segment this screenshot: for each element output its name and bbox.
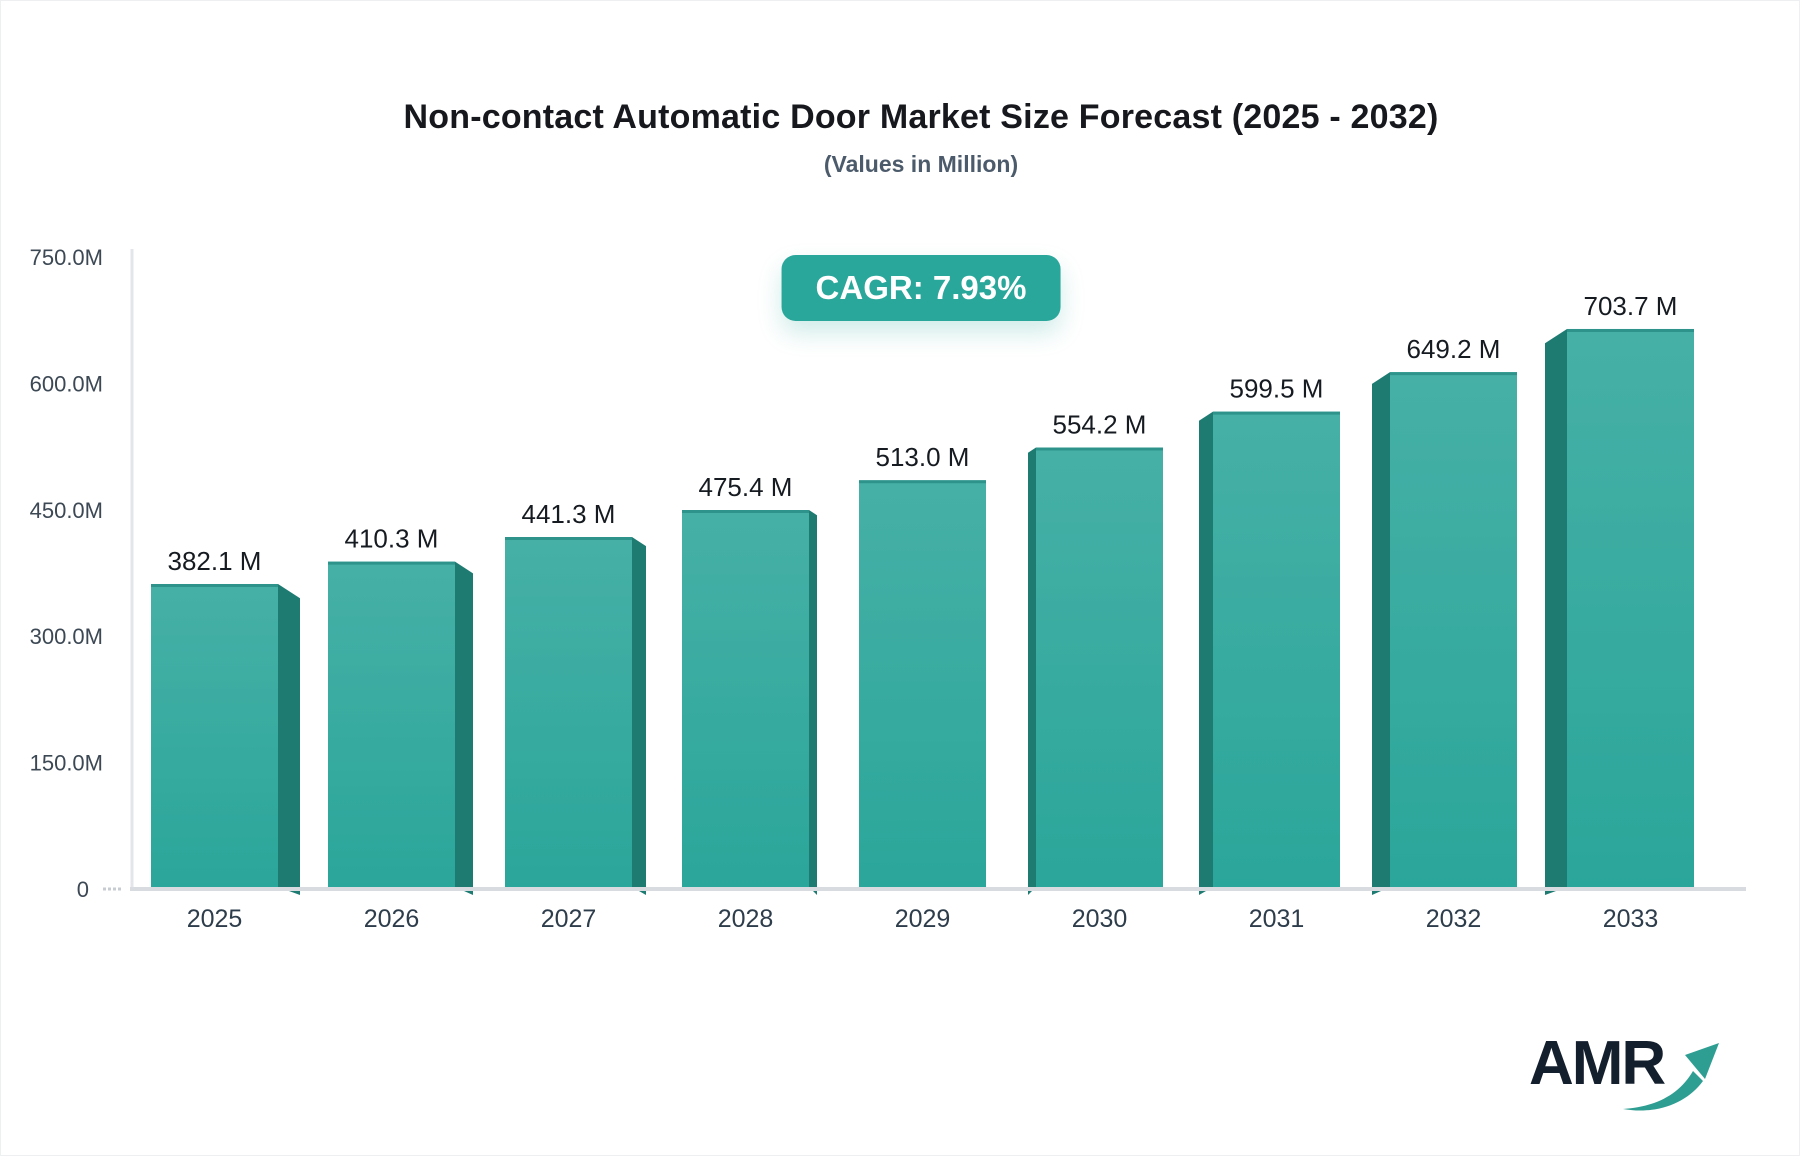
bar-2026[interactable]: 410.3 M 2026 <box>328 524 473 933</box>
bar-side-face <box>809 510 817 895</box>
bar-2028[interactable]: 475.4 M 2028 <box>682 472 817 933</box>
bar-value-label: 554.2 M <box>1053 410 1147 440</box>
chart-subtitle: (Values in Million) <box>823 151 1019 177</box>
x-axis-label: 2026 <box>364 905 420 933</box>
bar-value-label: 703.7 M <box>1584 291 1678 321</box>
bar-value-label: 410.3 M <box>345 524 439 554</box>
x-axis-label: 2028 <box>718 905 774 933</box>
bar-2027[interactable]: 441.3 M 2027 <box>505 499 646 933</box>
x-axis-label: 2027 <box>541 905 597 933</box>
bar-front-face[interactable] <box>1036 447 1163 887</box>
y-axis-tick-label: 600.0M <box>30 371 103 396</box>
bar-side-face <box>1199 411 1213 895</box>
bar-value-label: 382.1 M <box>168 546 262 576</box>
cagr-badge: CAGR: 7.93% <box>781 255 1061 321</box>
bar-2029[interactable]: 513.0 M 2029 <box>859 442 986 933</box>
y-axis-tick-label: 300.0M <box>30 624 103 649</box>
x-axis-label: 2030 <box>1072 905 1128 933</box>
amr-logo-text: AMR <box>1529 1029 1666 1098</box>
chart-title: Non-contact Automatic Door Market Size F… <box>403 98 1439 136</box>
bar-value-label: 649.2 M <box>1407 334 1501 364</box>
y-axis-tick-label: 150.0M <box>30 751 103 776</box>
y-axis-tick-label: 750.0M <box>30 245 103 270</box>
y-axis-tick-label: 450.0M <box>30 498 103 523</box>
bar-2030[interactable]: 554.2 M 2030 <box>1028 410 1163 933</box>
bar-side-face <box>278 583 300 895</box>
amr-logo: AMR <box>1529 1033 1739 1128</box>
bar-side-face <box>1028 447 1036 895</box>
bar-front-face[interactable] <box>505 537 632 887</box>
x-axis-label: 2033 <box>1603 905 1659 933</box>
bar-value-label: 513.0 M <box>876 442 970 472</box>
bar-front-face[interactable] <box>859 480 986 887</box>
bar-front-face[interactable] <box>1213 411 1340 887</box>
bar-2025[interactable]: 382.1 M 2025 <box>151 546 300 933</box>
bar-front-face[interactable] <box>682 510 809 887</box>
bar-2033[interactable]: 703.7 M 2033 <box>1545 291 1694 933</box>
bar-value-label: 599.5 M <box>1230 374 1324 404</box>
y-axis-tick-label: 0 <box>77 877 89 902</box>
bar-front-face[interactable] <box>328 561 455 887</box>
x-axis-label: 2029 <box>895 905 951 933</box>
bar-front-face[interactable] <box>1390 372 1517 887</box>
bar-value-label: 441.3 M <box>522 499 616 529</box>
cagr-badge-label: CAGR: 7.93% <box>815 269 1027 306</box>
bar-value-label: 475.4 M <box>699 472 793 502</box>
bar-side-face <box>1372 372 1390 895</box>
x-axis-label: 2031 <box>1249 905 1305 933</box>
x-axis-label: 2025 <box>187 905 243 933</box>
x-axis-label: 2032 <box>1426 905 1482 933</box>
bar-side-face <box>1545 328 1567 895</box>
bar-front-face[interactable] <box>1567 328 1694 887</box>
bar-2031[interactable]: 599.5 M 2031 <box>1199 374 1340 933</box>
trend-up-arrow-icon <box>1623 1043 1719 1111</box>
bar-front-face[interactable] <box>151 583 278 887</box>
bar-side-face <box>455 561 473 895</box>
bar-2032[interactable]: 649.2 M 2032 <box>1372 334 1517 933</box>
bar-side-face <box>632 537 646 895</box>
